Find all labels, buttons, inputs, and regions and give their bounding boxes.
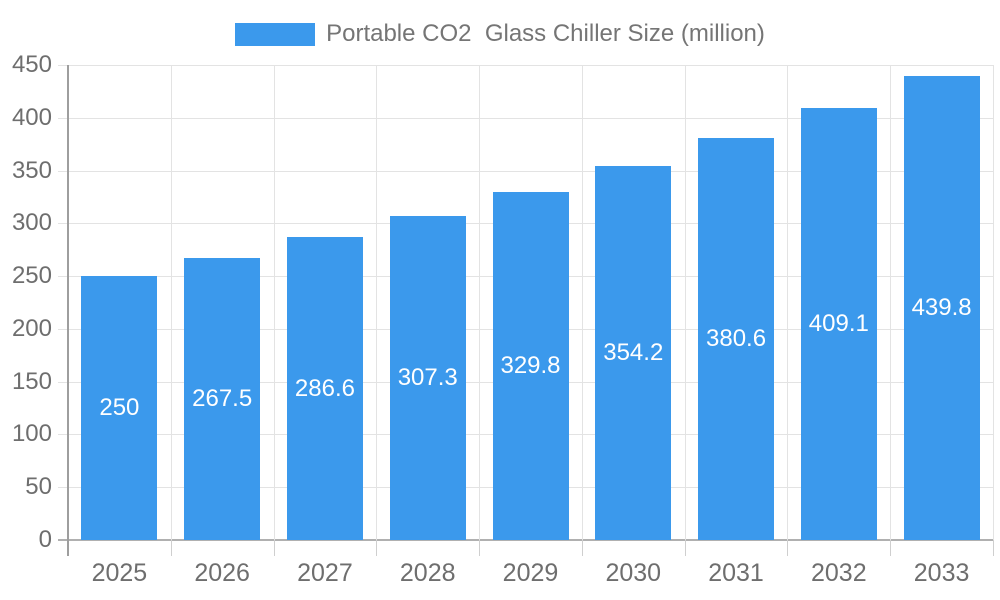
bar-2028 (389, 215, 466, 540)
bar-2032 (800, 108, 877, 540)
bar-value-label: 267.5 (192, 384, 253, 412)
x-axis-category-label: 2027 (297, 559, 353, 587)
v-gridline (479, 65, 481, 540)
h-gridline (58, 65, 993, 66)
bar-value-label: 380.6 (706, 325, 767, 353)
v-gridline (993, 65, 994, 540)
bar-2033 (903, 75, 980, 540)
x-axis-category-label: 2026 (194, 559, 250, 587)
v-gridline (581, 65, 583, 540)
h-gridline (58, 170, 993, 172)
bar-2031 (698, 138, 775, 540)
bar-value-label: 329.8 (500, 351, 561, 379)
y-axis-tick-label: 400 (11, 103, 52, 131)
x-axis-category-label: 2032 (811, 559, 867, 587)
x-axis-category-label: 2033 (913, 559, 970, 587)
v-gridline (273, 65, 275, 540)
x-axis-line (58, 539, 993, 541)
x-axis-tick (787, 540, 789, 556)
v-gridline (170, 65, 172, 540)
y-axis-tick-label: 450 (11, 51, 52, 78)
x-axis-tick (170, 540, 172, 556)
v-gridline (684, 65, 686, 540)
x-axis-tick (581, 540, 583, 556)
chart-legend: Portable CO2 Glass Chiller Size (million… (0, 20, 1000, 48)
x-axis-category-label: 2030 (605, 559, 662, 587)
x-axis-tick (684, 540, 686, 556)
y-axis-tick-label: 350 (11, 156, 52, 184)
y-axis-line (67, 65, 69, 556)
v-gridline (376, 65, 378, 540)
bar-2026 (184, 257, 261, 540)
bar-value-label: 354.2 (603, 339, 664, 367)
bar-2025 (81, 276, 158, 540)
bar-2030 (595, 166, 672, 540)
bar-value-label: 439.8 (911, 293, 972, 321)
bar-2027 (286, 237, 363, 540)
y-axis-tick-label: 100 (11, 420, 52, 448)
v-gridline (787, 65, 789, 540)
legend-label: Portable CO2 Glass Chiller Size (million… (326, 20, 765, 47)
y-axis-tick-label: 0 (38, 526, 52, 553)
y-axis-tick-label: 250 (11, 262, 52, 290)
bar-value-label: 307.3 (397, 363, 458, 391)
bar-2029 (492, 191, 569, 540)
v-gridline (890, 65, 892, 540)
x-axis-tick (479, 540, 481, 556)
x-axis-category-label: 2025 (91, 559, 148, 587)
x-axis-tick (890, 540, 892, 556)
y-axis-tick-label: 150 (11, 367, 52, 395)
x-axis-category-label: 2028 (399, 559, 456, 587)
h-gridline (58, 117, 993, 119)
x-axis-category-label: 2029 (502, 559, 559, 587)
bar-value-label: 250 (99, 394, 140, 422)
bar-value-label: 286.6 (294, 374, 355, 402)
x-axis-tick (273, 540, 275, 556)
y-axis-tick-label: 50 (25, 473, 52, 501)
y-axis-tick-label: 200 (11, 314, 52, 342)
x-axis-tick (993, 540, 994, 556)
x-axis-category-label: 2031 (708, 559, 764, 587)
bar-value-label: 409.1 (808, 310, 869, 338)
x-axis-tick (376, 540, 378, 556)
legend-swatch (235, 22, 316, 46)
y-axis-tick-label: 300 (11, 209, 52, 237)
